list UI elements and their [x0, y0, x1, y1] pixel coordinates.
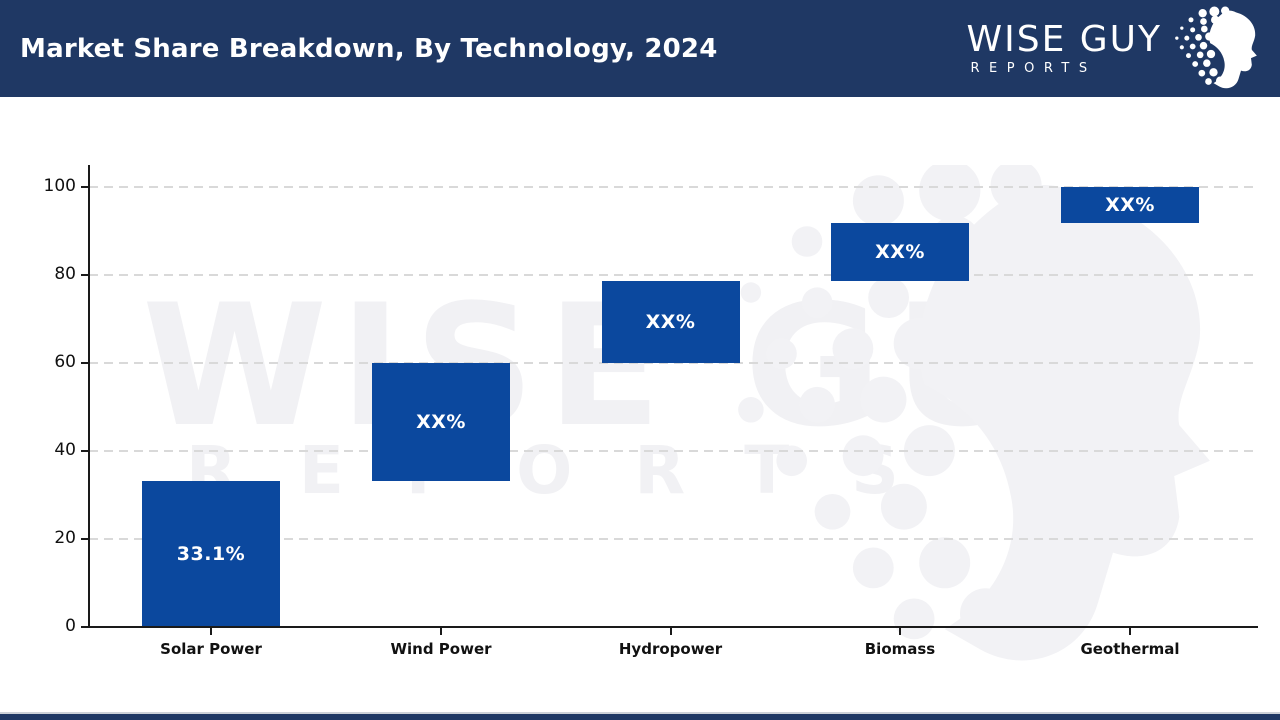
gridline-60 [89, 362, 1258, 364]
wiseguy-logo-text: WISE GUY REPORTS [966, 19, 1163, 76]
y-tick-100 [81, 186, 89, 188]
y-tick-60 [81, 362, 89, 364]
bar-value-label: XX% [875, 240, 925, 263]
bar-value-label: XX% [416, 411, 466, 434]
gridline-40 [89, 450, 1258, 452]
footer-hairline [0, 712, 1280, 714]
y-tick-0 [81, 626, 89, 628]
x-category-label-0: Solar Power [160, 640, 262, 658]
bar-geothermal: XX% [1061, 187, 1199, 224]
y-tick-label-40: 40 [54, 440, 76, 460]
y-tick-label-20: 20 [54, 528, 76, 548]
x-tick-0 [210, 627, 212, 635]
y-tick-40 [81, 450, 89, 452]
x-tick-4 [1129, 627, 1131, 635]
x-category-label-1: Wind Power [390, 640, 492, 658]
gridline-20 [89, 538, 1258, 540]
bar-solar-power: 33.1% [142, 481, 280, 627]
footer-band [0, 714, 1280, 720]
gridline-100 [89, 186, 1258, 188]
x-tick-3 [899, 627, 901, 635]
bar-hydropower: XX% [601, 281, 740, 363]
y-axis-line [88, 165, 90, 628]
wiseguy-logo: WISE GUY REPORTS [967, 6, 1280, 92]
bar-biomass: XX% [831, 223, 969, 281]
y-tick-label-0: 0 [65, 616, 76, 636]
x-axis-line [88, 626, 1258, 628]
x-category-label-3: Biomass [864, 640, 936, 658]
page-title: Market Share Breakdown, By Technology, 2… [20, 33, 718, 64]
logo-subtitle: REPORTS [970, 61, 1097, 76]
y-tick-label-80: 80 [54, 264, 76, 284]
y-tick-80 [81, 274, 89, 276]
bar-wind-power: XX% [372, 363, 510, 482]
bar-value-label: XX% [645, 311, 696, 334]
bar-value-label: 33.1% [176, 543, 246, 566]
x-category-label-4: Geothermal [1080, 640, 1180, 658]
gridline-80 [89, 274, 1258, 276]
x-tick-1 [440, 627, 442, 635]
y-tick-label-100: 100 [43, 176, 76, 196]
y-tick-20 [81, 538, 89, 540]
y-tick-label-60: 60 [54, 352, 76, 372]
header-band: Market Share Breakdown, By Technology, 2… [0, 0, 1280, 97]
logo-wordmark: WISE GUY [966, 19, 1162, 60]
wiseguy-face-icon [1175, 6, 1257, 88]
x-tick-2 [669, 627, 672, 635]
x-category-label-2: Hydropower [618, 640, 723, 658]
bar-value-label: XX% [1105, 194, 1155, 217]
